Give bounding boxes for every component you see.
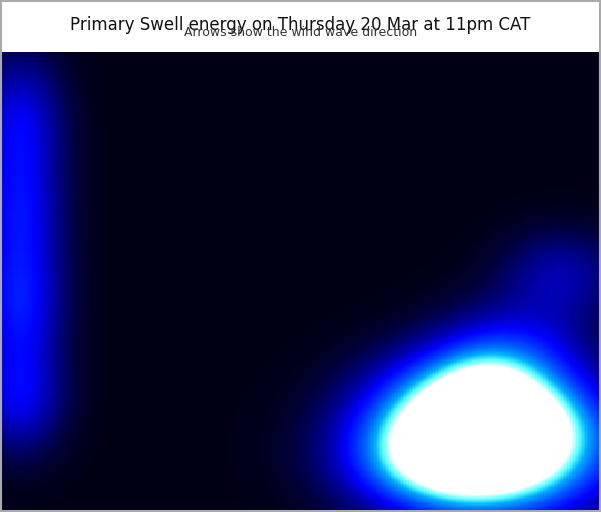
Text: Primary Swell energy on Thursday 20 Mar at 11pm CAT: Primary Swell energy on Thursday 20 Mar …	[70, 15, 531, 34]
Text: Arrows show the wind wave direction: Arrows show the wind wave direction	[184, 26, 417, 39]
